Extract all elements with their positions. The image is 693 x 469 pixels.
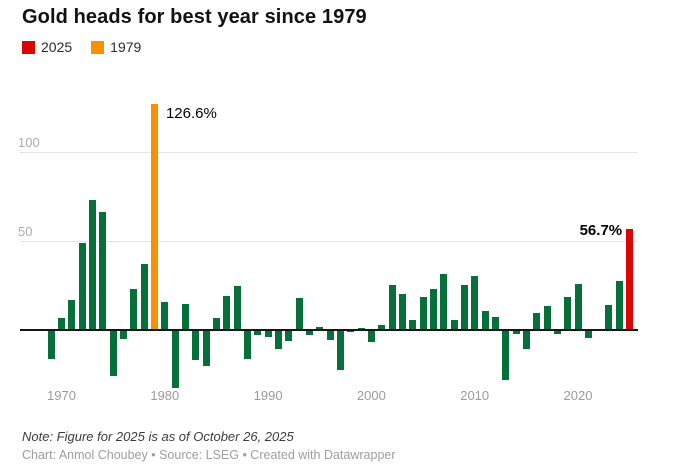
bar-1986 (223, 295, 231, 330)
bar-2024 (615, 280, 623, 330)
bar-1990 (264, 331, 272, 338)
bar-2015 (522, 331, 530, 350)
x-tick-label-1970: 1970 (47, 388, 76, 403)
bar-1970 (58, 318, 65, 330)
bar-1972 (78, 242, 86, 330)
bar-2021 (584, 331, 592, 338)
bar-1971 (68, 300, 76, 330)
y-tick-label-100: 100 (18, 134, 40, 150)
bar-2014 (512, 331, 520, 335)
bar-2016 (533, 313, 541, 330)
bar-2006 (429, 288, 437, 330)
bar-2001 (378, 325, 386, 330)
x-tick-label-1990: 1990 (253, 388, 283, 403)
bar-1992 (285, 331, 293, 342)
legend-item-1979: 1979 (91, 39, 141, 55)
bar-2017 (543, 306, 551, 330)
bar-2003 (398, 294, 406, 330)
bar-1982 (181, 303, 189, 330)
bar-2025 (626, 228, 634, 330)
bar-1985 (212, 317, 220, 330)
bar-1975 (109, 331, 117, 376)
bar-1984 (202, 331, 210, 366)
zero-baseline (20, 328, 638, 331)
bar-1979 (150, 104, 158, 330)
bar-1978 (140, 263, 148, 330)
bar-2002 (388, 285, 396, 330)
bar-1976 (119, 331, 127, 339)
bar-1980 (161, 302, 169, 330)
bar-1994 (305, 331, 313, 336)
bar-1989 (254, 331, 262, 336)
bar-2010 (471, 276, 479, 330)
bar-2018 (553, 331, 561, 335)
bar-2023 (605, 305, 613, 330)
bar-1996 (326, 331, 334, 340)
legend-label-1979: 1979 (110, 39, 142, 55)
legend-label-2025: 2025 (41, 39, 73, 55)
legend-swatch-1979-icon (91, 40, 105, 54)
chart-title: Gold heads for best year since 1979 (22, 6, 367, 28)
bar-1983 (192, 331, 200, 360)
bar-value-annotation-1979: 126.6% (165, 105, 217, 123)
gridline-100 (20, 151, 638, 153)
bar-value-annotation-2025: 56.7% (579, 221, 623, 239)
chart-legend: 2025 1979 (22, 39, 141, 55)
credit-text: Chart: Anmol Choubey • Source: LSEG • Cr… (22, 448, 396, 462)
bar-1995 (316, 327, 324, 330)
bar-1969 (47, 331, 55, 360)
bar-1988 (243, 331, 251, 359)
bar-1991 (274, 331, 282, 349)
bar-1973 (88, 199, 96, 330)
bar-1993 (295, 298, 303, 330)
bar-2009 (460, 285, 468, 330)
bar-2013 (502, 331, 510, 381)
bar-2000 (367, 331, 375, 342)
bar-2020 (574, 284, 582, 330)
legend-swatch-2025-icon (22, 40, 35, 54)
bar-1974 (99, 212, 107, 330)
legend-item-2025: 2025 (22, 39, 72, 55)
y-tick-label-50: 50 (18, 223, 33, 239)
bar-2019 (564, 296, 572, 330)
x-tick-label-2020: 2020 (563, 388, 593, 403)
bar-1997 (336, 331, 344, 370)
bar-1977 (130, 289, 138, 330)
bar-1981 (171, 331, 179, 389)
bar-2011 (481, 311, 489, 330)
note-text: Note: Figure for 2025 is as of October 2… (22, 429, 294, 444)
bar-2008 (450, 319, 458, 330)
bar-2012 (491, 317, 499, 330)
bar-1998 (347, 331, 355, 333)
bar-2004 (409, 319, 417, 330)
bar-1987 (233, 285, 241, 330)
bar-2005 (419, 297, 427, 330)
x-tick-label-2010: 2010 (460, 388, 490, 403)
gridline-50 (20, 240, 638, 242)
bar-2007 (440, 274, 448, 330)
x-tick-label-1980: 1980 (150, 388, 180, 403)
x-tick-label-2000: 2000 (356, 388, 386, 403)
